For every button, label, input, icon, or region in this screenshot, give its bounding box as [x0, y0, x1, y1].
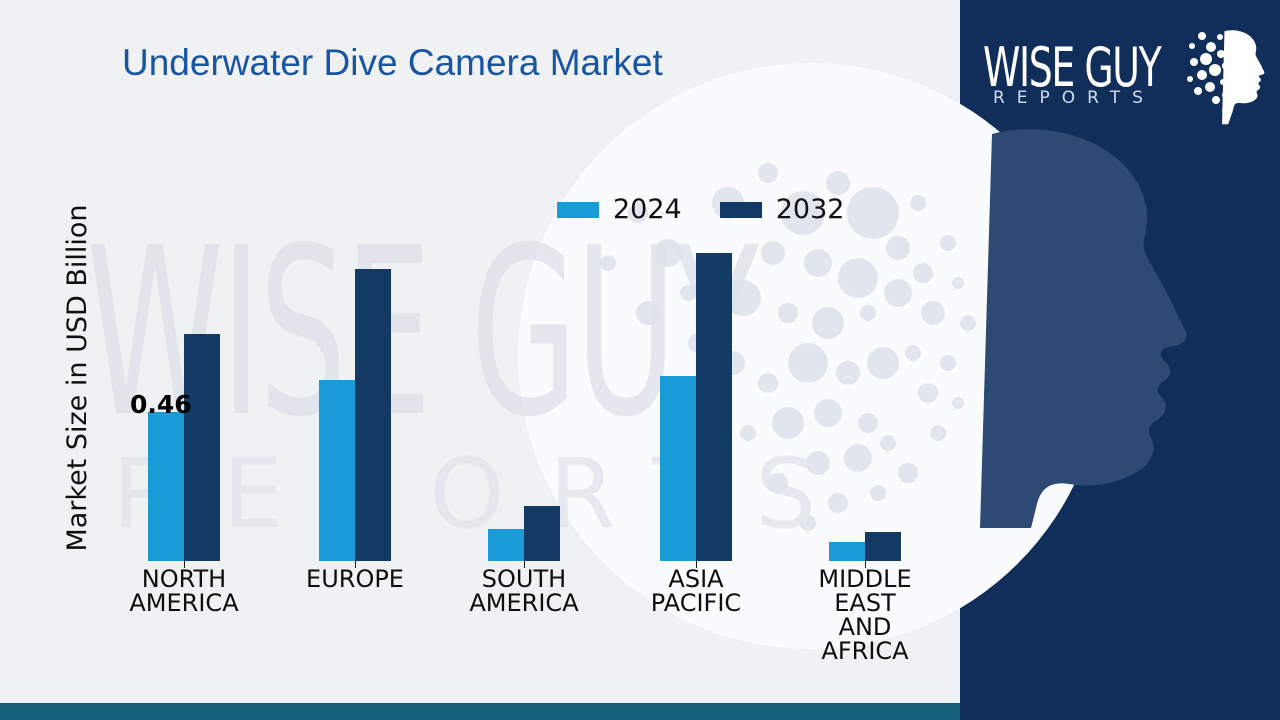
bar-2024-europe — [319, 380, 355, 561]
logo-face-icon — [1187, 30, 1265, 125]
bar-2032-middle-east-and-africa — [865, 532, 901, 561]
bar-2024-asia-pacific — [660, 376, 696, 561]
category-label-europe: EUROPE — [306, 565, 404, 593]
face-profile-watermark — [980, 129, 1187, 528]
x-tick-europe — [355, 561, 356, 568]
data-label-north-america-2024: 0.46 — [130, 390, 192, 419]
bar-2032-south-america — [524, 506, 560, 561]
bar-2032-europe — [355, 269, 391, 561]
x-tick-asia-pacific — [696, 561, 697, 568]
legend-item-2024: 2024 — [557, 194, 682, 225]
x-tick-north-america — [184, 561, 185, 568]
legend-swatch-2032 — [719, 201, 762, 218]
bar-2032-asia-pacific — [696, 253, 732, 561]
legend: 2024 2032 — [557, 194, 844, 225]
chart-title: Underwater Dive Camera Market — [122, 42, 663, 83]
legend-item-2032: 2032 — [719, 194, 845, 225]
legend-label-2032: 2032 — [775, 194, 845, 225]
category-label-south-america: SOUTH AMERICA — [469, 565, 579, 617]
x-tick-south-america — [524, 561, 525, 568]
bar-2032-north-america — [184, 334, 220, 561]
category-label-middle-east-and-africa: MIDDLE EAST AND AFRICA — [818, 565, 912, 665]
category-label-asia-pacific: ASIA PACIFIC — [650, 565, 742, 617]
bar-2024-north-america — [148, 412, 184, 561]
bar-2024-middle-east-and-africa — [829, 542, 865, 561]
legend-label-2024: 2024 — [613, 194, 682, 225]
logo-brand-name: WISE GUY — [983, 36, 1162, 99]
bar-2024-south-america — [488, 529, 524, 561]
footer-strip — [0, 703, 960, 720]
category-label-north-america: NORTH AMERICA — [129, 565, 239, 617]
logo-brand-sub: REPORTS — [993, 88, 1155, 108]
legend-swatch-2024 — [557, 201, 599, 218]
x-tick-middle-east-and-africa — [865, 561, 866, 568]
